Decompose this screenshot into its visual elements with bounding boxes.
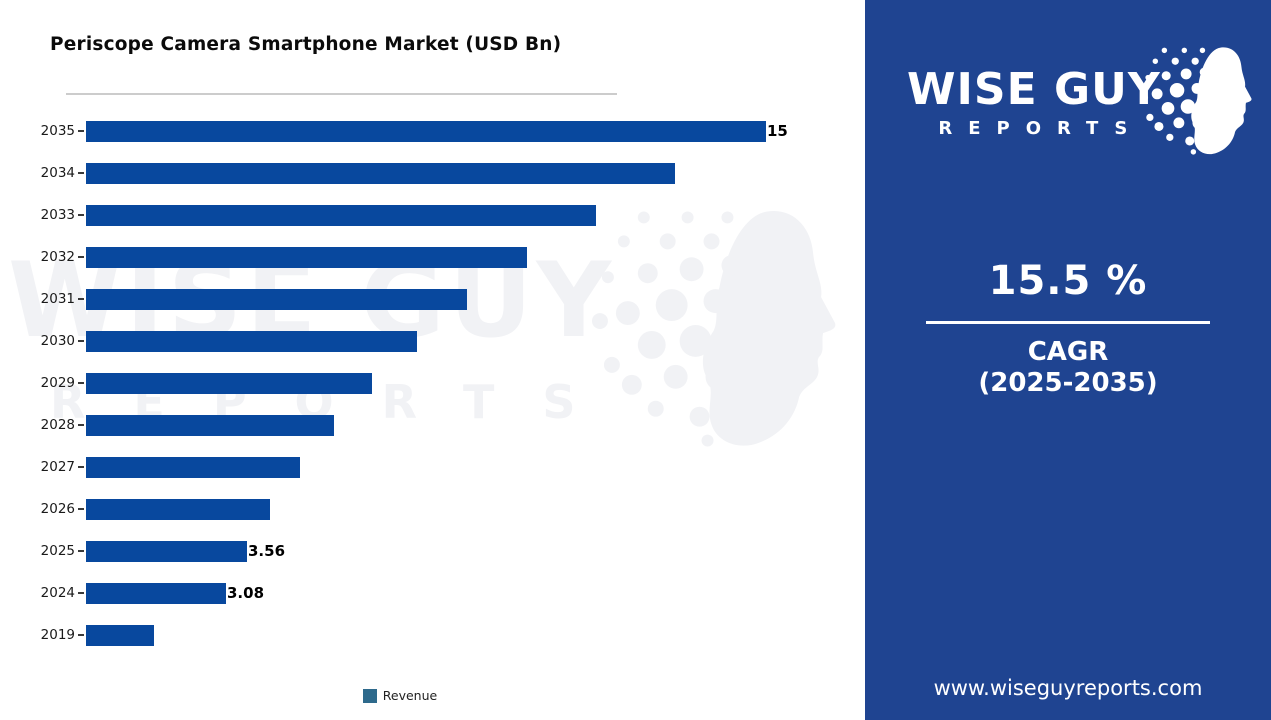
bar-row: 2019: [0, 614, 865, 656]
revenue-bar: [86, 414, 334, 436]
y-tick-label: 2031: [40, 291, 75, 307]
bar-row: 2031: [0, 278, 865, 320]
revenue-bar: [86, 624, 154, 646]
revenue-bar: [86, 540, 247, 562]
title-divider: [66, 93, 617, 95]
y-tick-mark: [78, 340, 84, 342]
bar-row: 2026: [0, 488, 865, 530]
cagr-value: 15.5 %: [988, 258, 1148, 304]
bar-value-label: 15: [767, 122, 788, 140]
y-tick-mark: [78, 130, 84, 132]
wiseguy-logo: WISE GUY REPORTS: [907, 40, 1255, 162]
sidebar: WISE GUY REPORTS: [865, 0, 1271, 720]
y-tick-mark: [78, 382, 84, 384]
logo-line1: WISE GUY: [907, 64, 1161, 115]
chart-title: Periscope Camera Smartphone Market (USD …: [50, 34, 562, 55]
y-tick-label: 2033: [40, 207, 75, 223]
y-tick-label: 2035: [40, 123, 75, 139]
y-tick-label: 2026: [40, 501, 75, 517]
y-tick-mark: [78, 214, 84, 216]
revenue-bar: [86, 456, 300, 478]
y-tick-mark: [78, 634, 84, 636]
y-tick-mark: [78, 298, 84, 300]
legend: Revenue: [0, 688, 800, 703]
y-tick-label: 2032: [40, 249, 75, 265]
cagr-period: (2025-2035): [978, 368, 1158, 399]
revenue-bar: [86, 204, 596, 226]
y-tick-label: 2025: [40, 543, 75, 559]
revenue-bar: [86, 330, 417, 352]
wiseguy-head-icon: [1140, 47, 1252, 155]
bar-row: 2024 3.08: [0, 572, 865, 614]
bar-value-label: 3.08: [227, 584, 265, 602]
revenue-bar: [86, 498, 270, 520]
bar-chart: 2035 15 2034 2033 2032 2031 2030 2029 2028 2027 20…: [0, 110, 865, 656]
bar-row: 2032: [0, 236, 865, 278]
cagr-label: CAGR: [1027, 337, 1109, 367]
wiseguy-logo-text: WISE GUY REPORTS: [907, 64, 1161, 140]
bar-row: 2028: [0, 404, 865, 446]
legend-swatch: [362, 688, 377, 703]
bar-row: 2029: [0, 362, 865, 404]
y-tick-mark: [78, 256, 84, 258]
bar-row: 2035 15: [0, 110, 865, 152]
y-tick-label: 2019: [40, 627, 75, 643]
revenue-bar: [86, 582, 226, 604]
y-tick-label: 2030: [40, 333, 75, 349]
website-url: www.wiseguyreports.com: [933, 676, 1203, 700]
bar-row: 2033: [0, 194, 865, 236]
y-tick-mark: [78, 592, 84, 594]
bar-value-label: 3.56: [248, 542, 286, 560]
y-tick-label: 2029: [40, 375, 75, 391]
y-tick-label: 2024: [40, 585, 75, 601]
revenue-bar: [86, 162, 675, 184]
y-tick-mark: [78, 424, 84, 426]
legend-label: Revenue: [382, 688, 438, 703]
logo-line2: REPORTS: [938, 118, 1144, 139]
chart-panel: WISE GUY REPORTS Periscope Camera Smartp…: [0, 34, 865, 703]
bar-row: 2027: [0, 446, 865, 488]
bar-row: 2025 3.56: [0, 530, 865, 572]
cagr-divider: [926, 321, 1210, 324]
revenue-bar: [86, 246, 527, 268]
revenue-bar: [86, 120, 766, 142]
y-tick-mark: [78, 508, 84, 510]
y-tick-mark: [78, 172, 84, 174]
revenue-bar: [86, 372, 372, 394]
y-tick-label: 2034: [40, 165, 75, 181]
revenue-bar: [86, 288, 467, 310]
bar-row: 2030: [0, 320, 865, 362]
y-tick-label: 2028: [40, 417, 75, 433]
y-tick-label: 2027: [40, 459, 75, 475]
bar-row: 2034: [0, 152, 865, 194]
cagr-block: 15.5 % CAGR (2025-2035): [865, 258, 1271, 399]
y-tick-mark: [78, 466, 84, 468]
y-tick-mark: [78, 550, 84, 552]
